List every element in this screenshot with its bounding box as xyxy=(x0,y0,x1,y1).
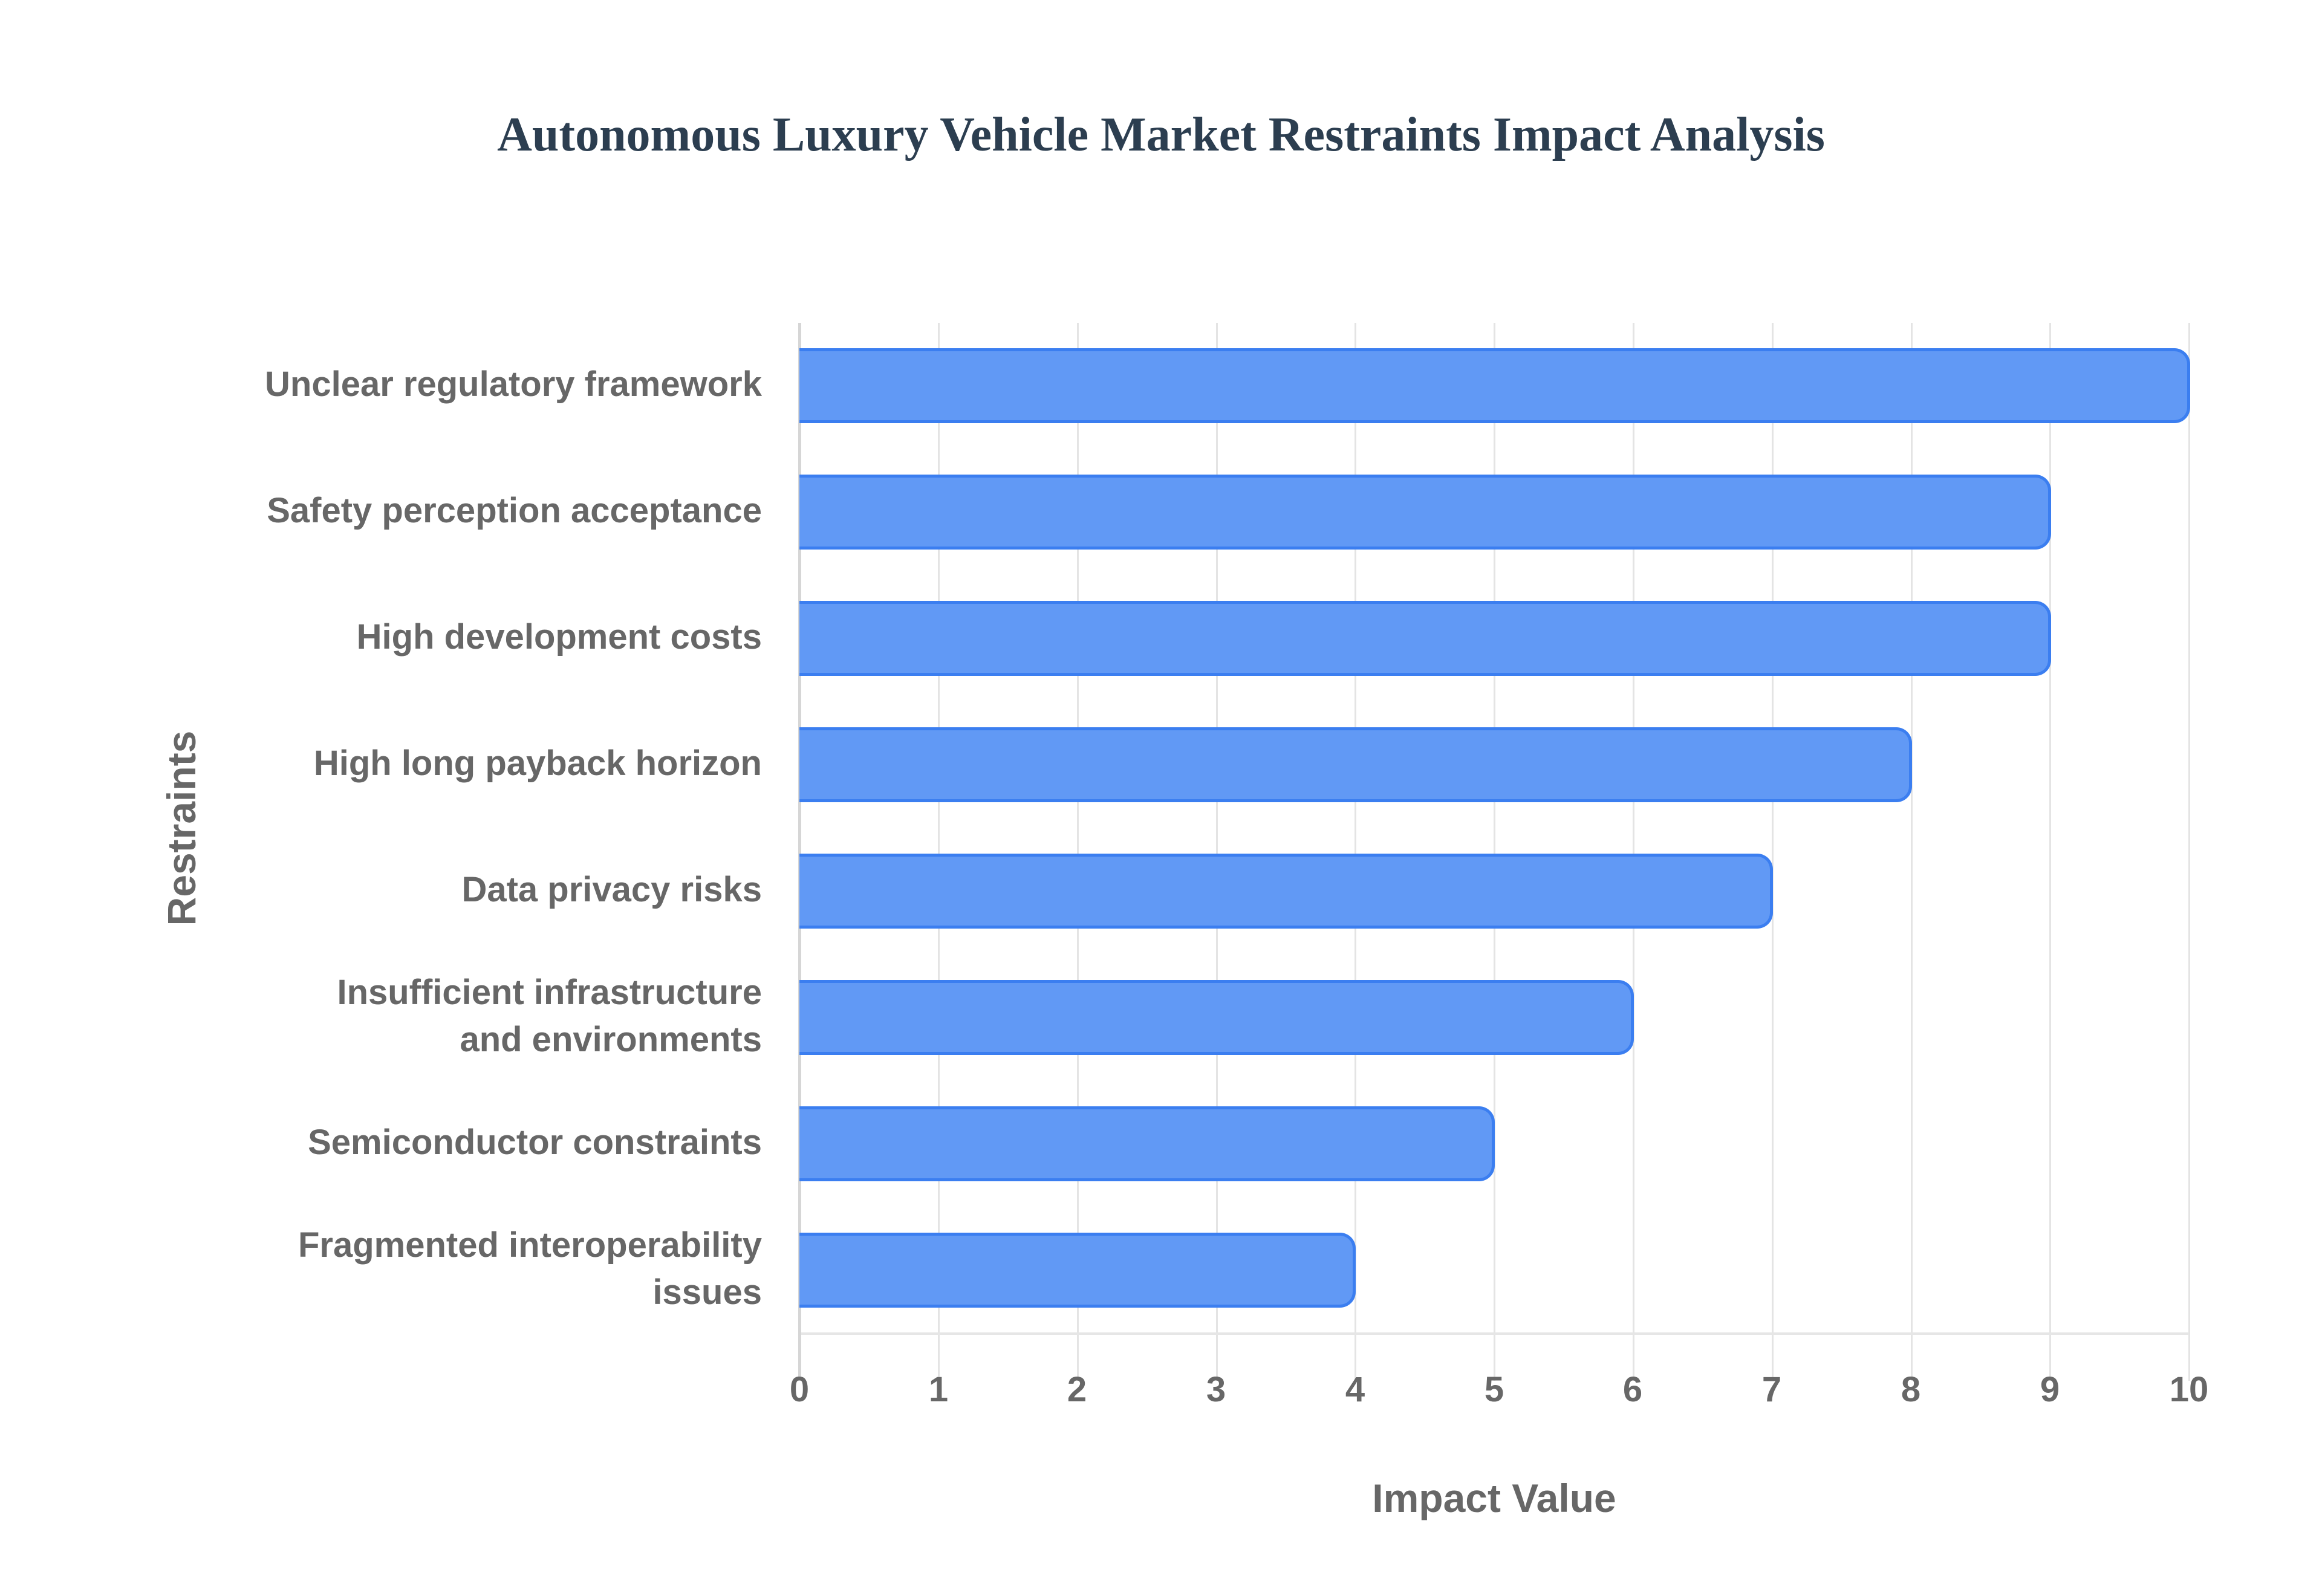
plot-area xyxy=(798,323,2190,1381)
y-tick-label: Unclear regulatory framework xyxy=(265,365,762,404)
gridline xyxy=(1354,323,1356,1381)
x-tick-label: 8 xyxy=(1901,1370,1921,1409)
x-tick-label: 0 xyxy=(789,1370,810,1409)
x-axis-title: Impact Value xyxy=(1372,1476,1616,1520)
x-tick-label: 7 xyxy=(1761,1370,1782,1409)
y-axis-title: Restraints xyxy=(159,730,204,926)
gridline xyxy=(1494,323,1495,1381)
y-axis-line xyxy=(798,323,801,1381)
x-tick-label: 5 xyxy=(1484,1370,1504,1409)
bar-data-privacy-risks[interactable] xyxy=(799,854,1773,929)
x-tick-label: 1 xyxy=(928,1370,949,1409)
gridline xyxy=(1633,323,1634,1381)
bar-safety-perception-acceptance[interactable] xyxy=(799,475,2051,550)
bar-fragmented-interoperability[interactable] xyxy=(799,1233,1356,1308)
y-tick-label: High development costs xyxy=(356,617,762,657)
bar-insufficient-infrastructure[interactable] xyxy=(799,980,1634,1055)
gridline xyxy=(1772,323,1774,1381)
gridline xyxy=(1911,323,1913,1381)
x-tick-label: 9 xyxy=(2040,1370,2060,1409)
x-tick-label: 4 xyxy=(1345,1370,1365,1409)
x-tick-label: 2 xyxy=(1067,1370,1087,1409)
y-tick-label: Fragmented interoperability issues xyxy=(298,1225,762,1312)
gridline xyxy=(2049,323,2051,1381)
x-tick-label: 3 xyxy=(1206,1370,1226,1409)
chart-title: Autonomous Luxury Vehicle Market Restrai… xyxy=(497,108,1825,161)
x-axis-baseline xyxy=(799,1332,2189,1335)
bar-high-long-payback-horizon[interactable] xyxy=(799,727,1912,802)
bar-unclear-regulatory-framework[interactable] xyxy=(799,348,2190,423)
gridline xyxy=(1077,323,1079,1381)
gridline xyxy=(1216,323,1218,1381)
y-tick-label: Data privacy risks xyxy=(461,870,762,909)
y-tick-label: High long payback horizon xyxy=(313,744,762,783)
bar-high-development-costs[interactable] xyxy=(799,601,2051,676)
bar-semiconductor-constraints[interactable] xyxy=(799,1106,1495,1181)
x-tick-label: 10 xyxy=(2169,1370,2209,1409)
y-tick-label: Safety perception acceptance xyxy=(267,491,762,530)
gridline xyxy=(2188,323,2190,1381)
y-tick-label: Semiconductor constraints xyxy=(308,1123,762,1162)
x-tick-label: 6 xyxy=(1622,1370,1643,1409)
y-tick-label: Insufficient infrastructure and environm… xyxy=(337,973,762,1059)
gridline xyxy=(938,323,940,1381)
